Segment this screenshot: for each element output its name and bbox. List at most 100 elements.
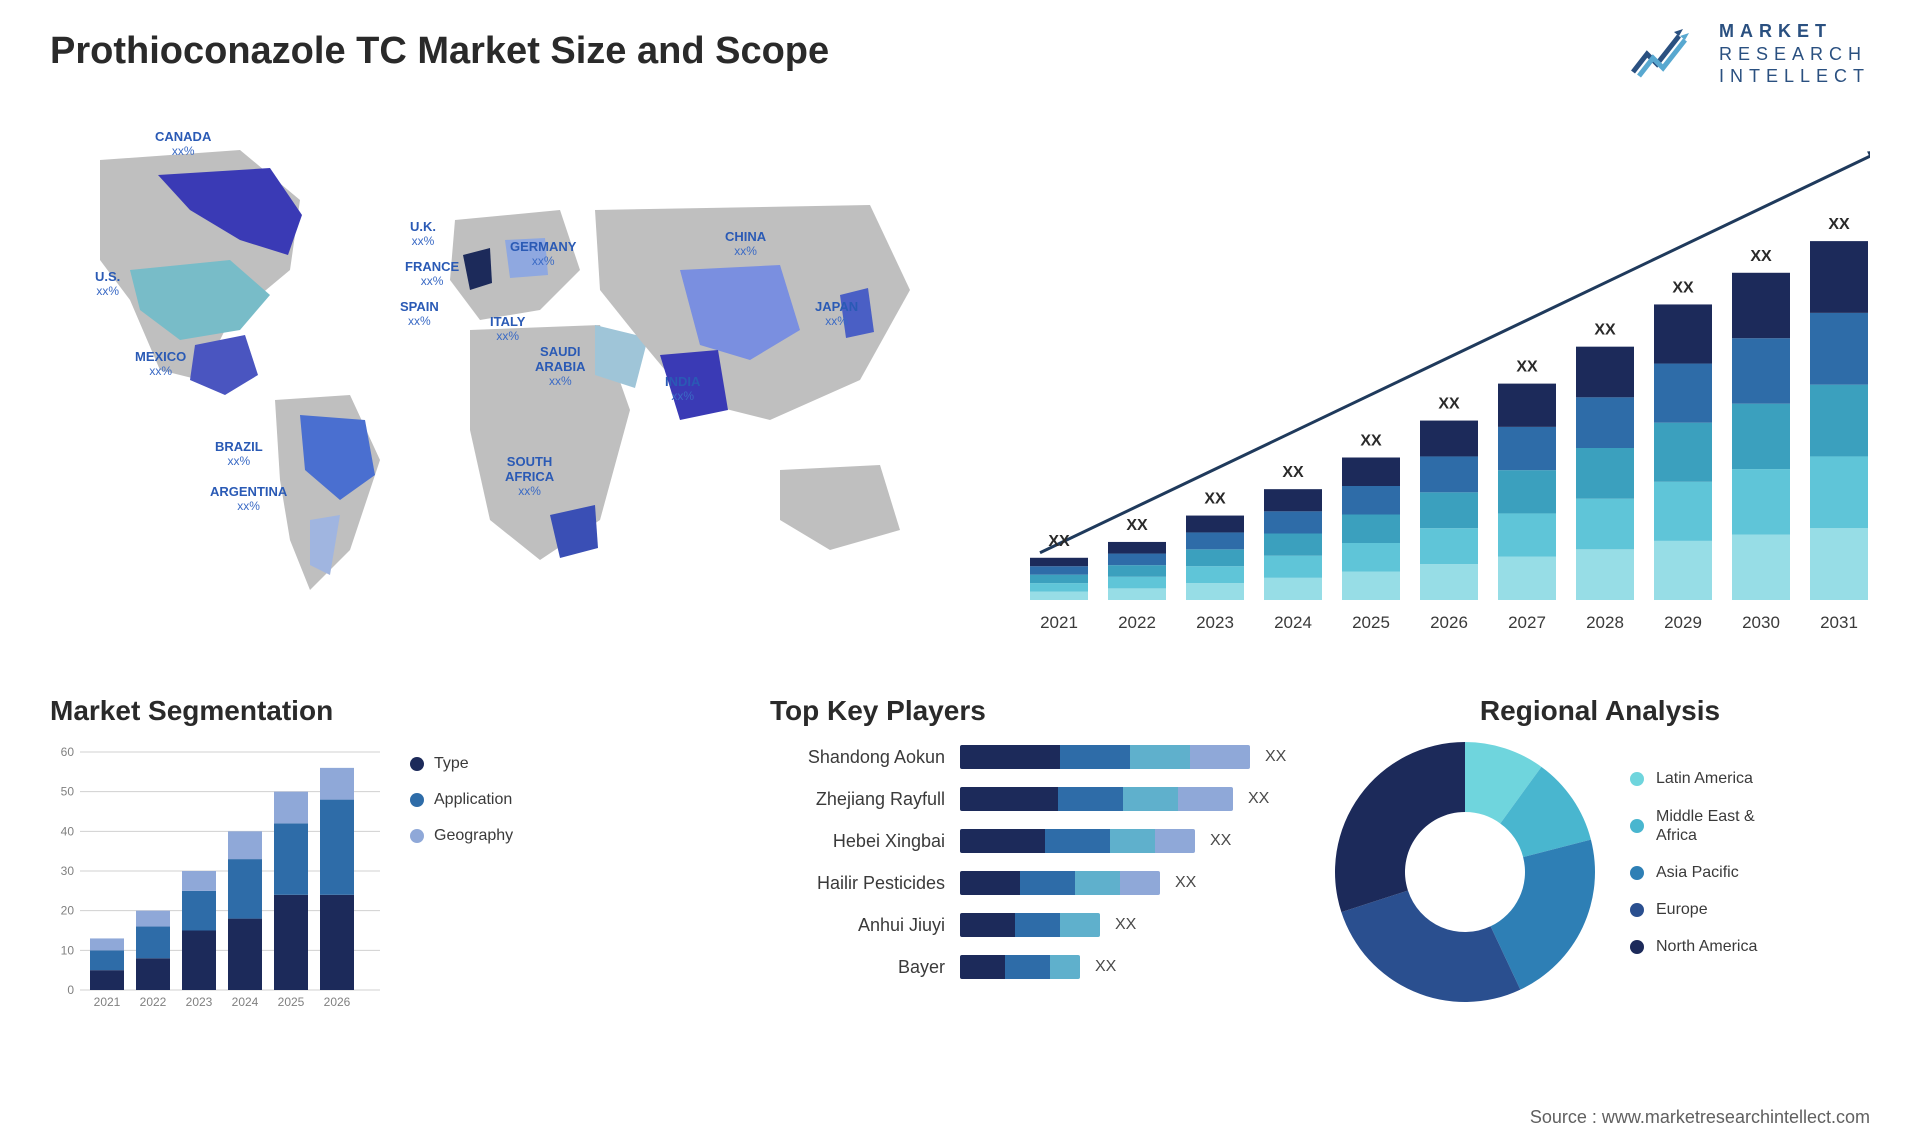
brand-logo: MARKET RESEARCH INTELLECT <box>1629 20 1870 88</box>
map-label: FRANCExx% <box>405 260 459 289</box>
svg-text:XX: XX <box>1204 491 1226 508</box>
logo-text-2: RESEARCH <box>1719 43 1870 66</box>
map-label: SOUTHAFRICAxx% <box>505 455 554 499</box>
regional-analysis-section: Regional Analysis Latin America Middle Ea… <box>1330 695 1870 1007</box>
svg-text:2031: 2031 <box>1820 613 1858 632</box>
svg-text:2028: 2028 <box>1586 613 1624 632</box>
svg-text:XX: XX <box>1438 396 1460 413</box>
svg-text:10: 10 <box>61 943 75 957</box>
player-row: Anhui Jiuyi XX <box>770 913 1290 937</box>
svg-text:2025: 2025 <box>1352 613 1390 632</box>
legend-item: Asia Pacific <box>1630 863 1757 882</box>
player-value: XX <box>1115 916 1136 934</box>
segmentation-legend: Type Application Geography <box>410 755 513 863</box>
logo-text-1: MARKET <box>1719 20 1870 43</box>
svg-text:40: 40 <box>61 824 75 838</box>
player-name: Hailir Pesticides <box>770 873 945 894</box>
svg-text:2021: 2021 <box>1040 613 1078 632</box>
source-attribution: Source : www.marketresearchintellect.com <box>1530 1107 1870 1128</box>
map-label: BRAZILxx% <box>215 440 263 469</box>
world-map-svg <box>40 120 940 640</box>
player-name: Bayer <box>770 957 945 978</box>
svg-text:2022: 2022 <box>1118 613 1156 632</box>
player-name: Hebei Xingbai <box>770 831 945 852</box>
players-title: Top Key Players <box>770 695 1290 727</box>
player-value: XX <box>1210 832 1231 850</box>
legend-item: Middle East &Africa <box>1630 807 1757 845</box>
svg-text:XX: XX <box>1360 433 1382 450</box>
svg-text:2025: 2025 <box>278 995 305 1009</box>
legend-item: Type <box>410 755 513 773</box>
player-name: Zhejiang Rayfull <box>770 789 945 810</box>
segmentation-chart: 0 10 20 30 40 50 60 2021 2022 2023 2024 2025 2026 <box>50 742 380 1012</box>
legend-item: Geography <box>410 827 513 845</box>
segmentation-title: Market Segmentation <box>50 695 570 727</box>
svg-text:0: 0 <box>67 983 74 997</box>
svg-text:2023: 2023 <box>1196 613 1234 632</box>
legend-item: Europe <box>1630 900 1757 919</box>
map-label: JAPANxx% <box>815 300 858 329</box>
player-bar <box>960 871 1160 895</box>
map-label: CANADAxx% <box>155 130 211 159</box>
svg-text:XX: XX <box>1828 216 1850 233</box>
svg-text:2027: 2027 <box>1508 613 1546 632</box>
map-label: U.K.xx% <box>410 220 436 249</box>
legend-item: Application <box>410 791 513 809</box>
player-row: Shandong Aokun XX <box>770 745 1290 769</box>
player-bar <box>960 829 1195 853</box>
map-label: U.S.xx% <box>95 270 120 299</box>
svg-text:2030: 2030 <box>1742 613 1780 632</box>
regional-title: Regional Analysis <box>1330 695 1870 727</box>
player-bar <box>960 787 1233 811</box>
svg-text:60: 60 <box>61 745 75 759</box>
svg-text:2026: 2026 <box>1430 613 1468 632</box>
legend-item: Latin America <box>1630 769 1757 788</box>
world-map: CANADAxx% U.S.xx% MEXICOxx% BRAZILxx% ARGENT… <box>40 120 940 640</box>
player-bar <box>960 913 1100 937</box>
player-bar <box>960 955 1080 979</box>
svg-text:2023: 2023 <box>186 995 213 1009</box>
svg-text:30: 30 <box>61 864 75 878</box>
svg-text:2029: 2029 <box>1664 613 1702 632</box>
map-label: CHINAxx% <box>725 230 766 259</box>
player-value: XX <box>1175 874 1196 892</box>
map-label: SAUDIARABIAxx% <box>535 345 586 389</box>
svg-text:2021: 2021 <box>94 995 121 1009</box>
player-row: Hailir Pesticides XX <box>770 871 1290 895</box>
player-value: XX <box>1095 958 1116 976</box>
map-label: INDIAxx% <box>665 375 700 404</box>
player-name: Shandong Aokun <box>770 747 945 768</box>
player-bar <box>960 745 1250 769</box>
logo-icon <box>1629 26 1707 81</box>
map-label: GERMANYxx% <box>510 240 576 269</box>
svg-text:2024: 2024 <box>1274 613 1312 632</box>
map-label: SPAINxx% <box>400 300 439 329</box>
legend-item: North America <box>1630 937 1757 956</box>
svg-text:XX: XX <box>1126 517 1148 534</box>
logo-text-3: INTELLECT <box>1719 65 1870 88</box>
player-row: Hebei Xingbai XX <box>770 829 1290 853</box>
svg-text:XX: XX <box>1282 464 1304 481</box>
player-name: Anhui Jiuyi <box>770 915 945 936</box>
svg-text:2022: 2022 <box>140 995 167 1009</box>
svg-text:XX: XX <box>1048 533 1070 550</box>
page-title: Prothioconazole TC Market Size and Scope <box>50 30 829 73</box>
svg-text:XX: XX <box>1672 279 1694 296</box>
player-value: XX <box>1248 790 1269 808</box>
market-segmentation-section: Market Segmentation 0 10 20 30 40 50 60 2021 202… <box>50 695 570 1012</box>
top-key-players-section: Top Key Players Shandong AokunXXZhejiang… <box>770 695 1290 979</box>
market-growth-chart: XX 2021 XX 2022 XX 2023 XX 2024 XX 2025 XX 2026 XX 20… <box>1010 140 1870 640</box>
svg-text:20: 20 <box>61 904 75 918</box>
player-value: XX <box>1265 748 1286 766</box>
map-label: MEXICOxx% <box>135 350 186 379</box>
map-label: ARGENTINAxx% <box>210 485 287 514</box>
regional-legend: Latin America Middle East &Africa Asia Pac… <box>1630 769 1757 974</box>
svg-text:2024: 2024 <box>232 995 259 1009</box>
player-row: Bayer XX <box>770 955 1290 979</box>
svg-text:XX: XX <box>1594 322 1616 339</box>
svg-text:XX: XX <box>1516 359 1538 376</box>
svg-text:XX: XX <box>1750 248 1772 265</box>
player-row: Zhejiang Rayfull XX <box>770 787 1290 811</box>
svg-text:50: 50 <box>61 785 75 799</box>
svg-text:2026: 2026 <box>324 995 351 1009</box>
